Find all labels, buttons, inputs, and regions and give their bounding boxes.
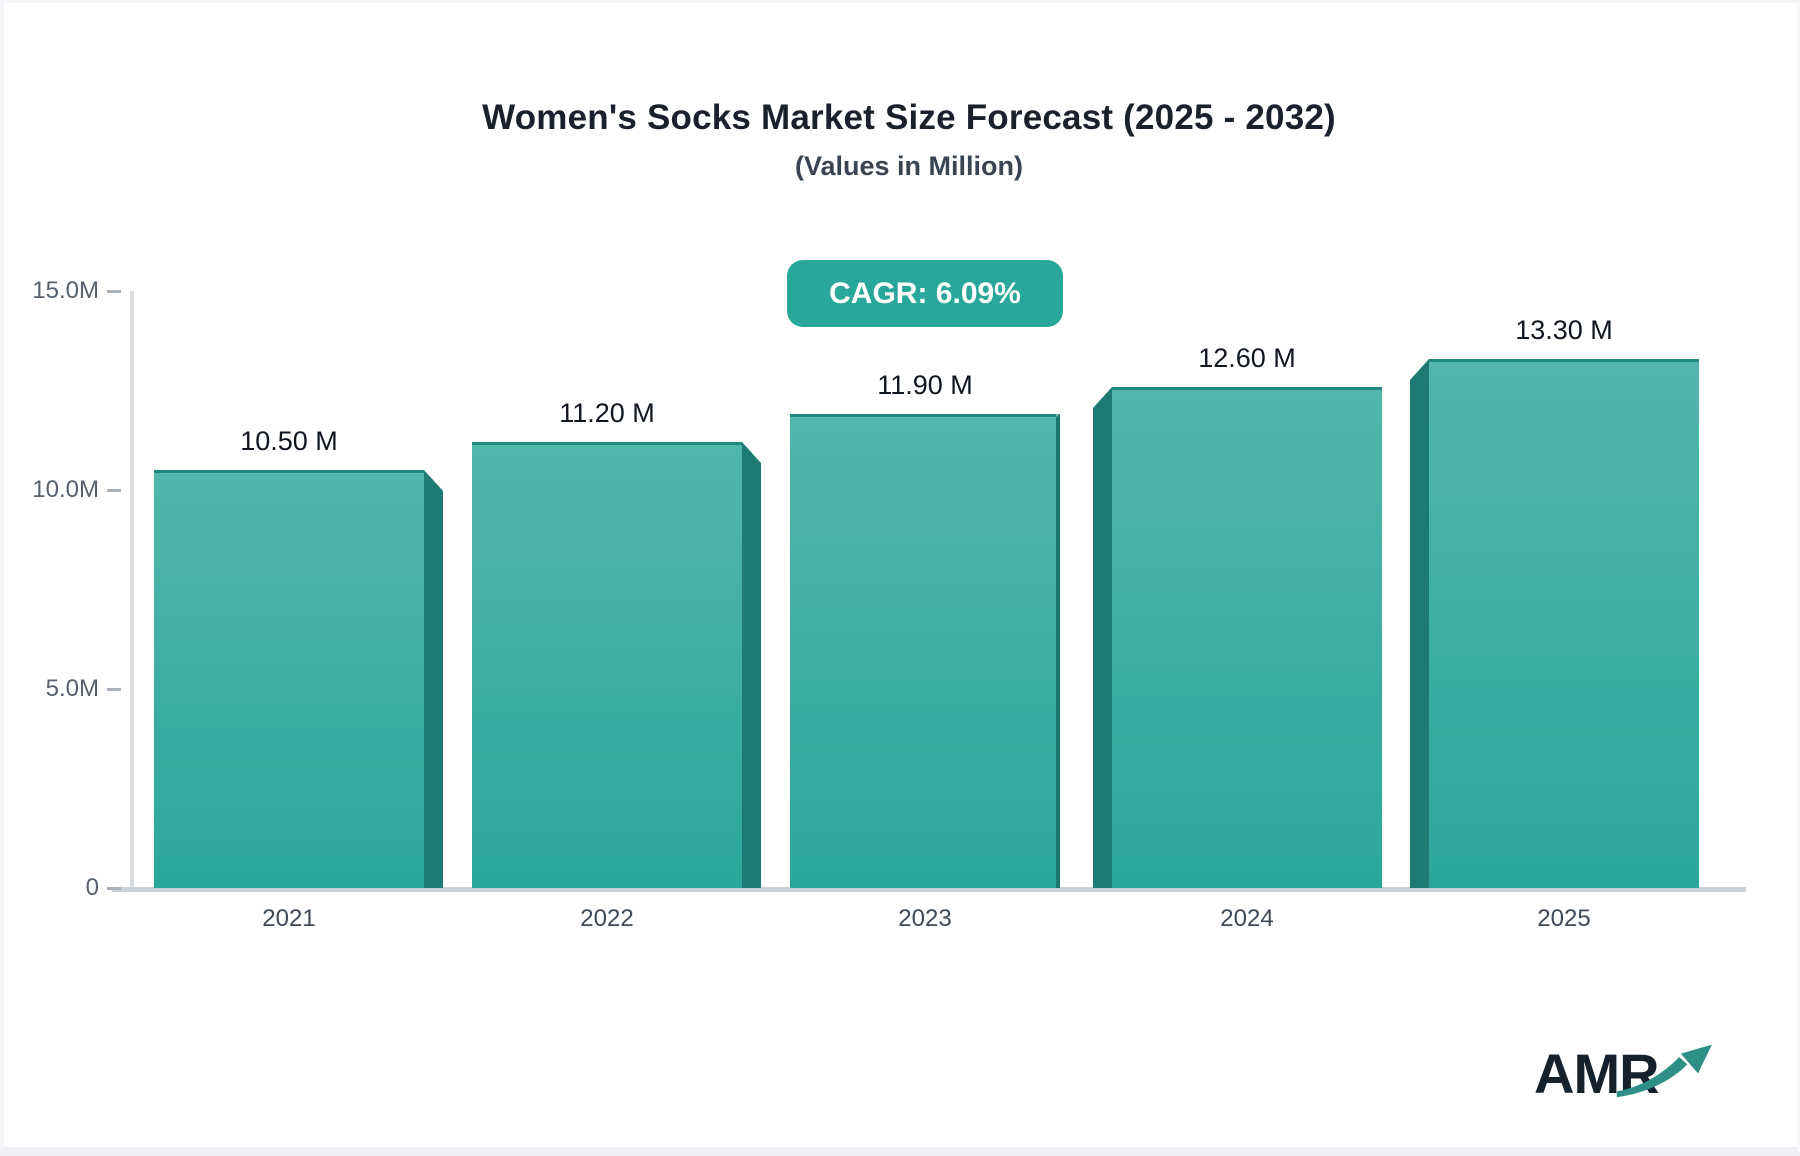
bar-side-face-2024 — [1093, 387, 1112, 888]
chart-title: Women's Socks Market Size Forecast (2025… — [482, 98, 1336, 137]
x-axis-label-2021: 2021 — [262, 905, 316, 932]
bar-value-label-2023: 11.90 M — [877, 370, 973, 400]
chart-subtitle: (Values in Million) — [794, 151, 1024, 181]
bar-value-label-2021: 10.50 M — [240, 426, 338, 456]
bar-2021 — [154, 470, 424, 888]
x-axis-label-2024: 2024 — [1220, 905, 1274, 932]
y-tick-label: 10.0M — [32, 476, 99, 503]
cagr-badge-label: CAGR: 6.09% — [829, 276, 1021, 310]
bar-2022 — [472, 442, 742, 888]
bar-side-face-2022 — [742, 442, 761, 888]
plot-area: 0 5.0M 10.0M 15.0M 10.50 M 2021 11.20 M 2022 11.… — [4, 3, 1797, 1147]
bar-2025 — [1429, 359, 1699, 888]
bar-value-label-2022: 11.20 M — [559, 398, 655, 428]
bar-value-label-2024: 12.60 M — [1198, 343, 1296, 373]
bar-value-label-2025: 13.30 M — [1515, 315, 1613, 345]
y-tick-label: 15.0M — [32, 277, 99, 304]
x-axis-label-2022: 2022 — [580, 905, 634, 932]
y-tick-label: 5.0M — [45, 675, 99, 702]
y-tick-mark — [107, 688, 121, 691]
y-tick-mark — [107, 489, 121, 492]
amr-logo-text: AMR — [1534, 1042, 1660, 1105]
bar-side-face-2025 — [1410, 359, 1429, 888]
bar-side-face-2021 — [424, 470, 443, 888]
cagr-badge: CAGR: 6.09% — [787, 260, 1063, 327]
amr-logo: AMR — [1534, 1041, 1734, 1121]
y-tick-label: 0 — [85, 874, 99, 901]
bar-2023 — [790, 414, 1060, 888]
bar-2024 — [1112, 387, 1382, 888]
x-axis-line — [112, 887, 1746, 892]
y-tick-mark — [107, 290, 121, 293]
y-axis-line — [130, 291, 134, 889]
logo-arrow-icon — [1616, 1044, 1712, 1098]
x-axis-label-2023: 2023 — [898, 905, 952, 932]
x-axis-label-2025: 2025 — [1537, 905, 1591, 932]
y-tick-mark — [107, 887, 121, 890]
